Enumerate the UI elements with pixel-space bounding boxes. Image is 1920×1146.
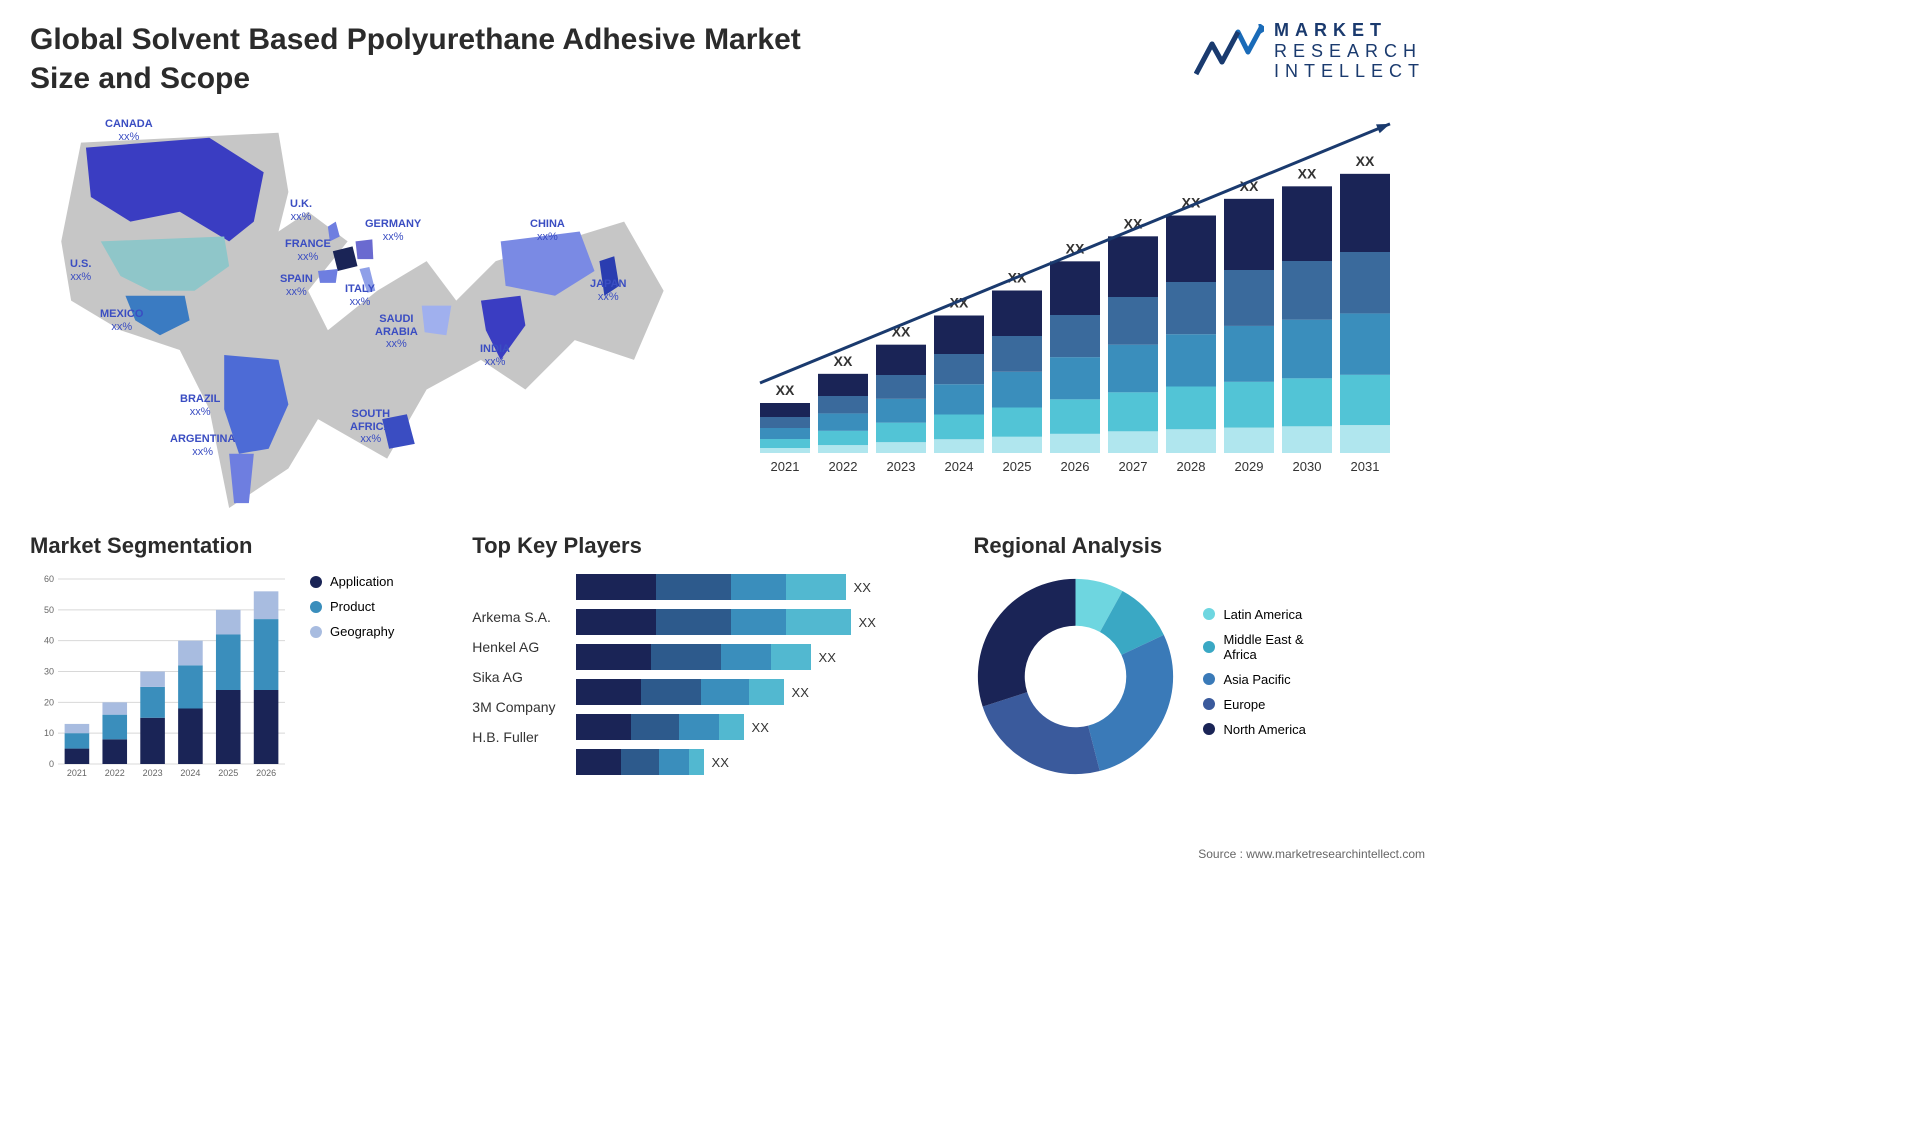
player-bar-row: XX — [576, 714, 944, 740]
source-attribution: Source : www.marketresearchintellect.com — [1198, 847, 1425, 861]
segmentation-legend: Application Product Geography — [310, 574, 394, 649]
legend-item: North America — [1203, 722, 1305, 737]
svg-text:20: 20 — [44, 697, 54, 707]
legend-item: Latin America — [1203, 607, 1305, 622]
map-label-uk: U.K.xx% — [290, 198, 312, 223]
map-label-argentina: ARGENTINAxx% — [170, 433, 235, 458]
player-label: Sika AG — [472, 669, 555, 685]
map-label-us: U.S.xx% — [70, 258, 91, 283]
players-bars-chart: XX XX XX XX XX XX — [576, 574, 944, 784]
map-label-saudiarabia: SAUDIARABIAxx% — [375, 313, 418, 351]
map-label-japan: JAPANxx% — [590, 278, 626, 303]
svg-text:XX: XX — [776, 382, 795, 398]
player-bar-row: XX — [576, 574, 944, 600]
map-label-brazil: BRAZILxx% — [180, 393, 220, 418]
svg-text:2031: 2031 — [1351, 459, 1380, 474]
svg-text:2023: 2023 — [143, 768, 163, 778]
player-label: Henkel AG — [472, 639, 555, 655]
svg-text:2025: 2025 — [218, 768, 238, 778]
regional-legend: Latin America Middle East &Africa Asia Pac… — [1203, 607, 1305, 747]
svg-text:2028: 2028 — [1177, 459, 1206, 474]
legend-item: Europe — [1203, 697, 1305, 712]
svg-text:2022: 2022 — [105, 768, 125, 778]
svg-text:2024: 2024 — [945, 459, 974, 474]
svg-text:2026: 2026 — [1061, 459, 1090, 474]
legend-item: Middle East &Africa — [1203, 632, 1305, 662]
svg-text:2027: 2027 — [1119, 459, 1148, 474]
regional-donut-chart — [973, 574, 1178, 779]
svg-text:2029: 2029 — [1235, 459, 1264, 474]
growth-bar-chart: XX2021XX2022XX2023XX2024XX2025XX2026XX20… — [725, 113, 1425, 493]
map-label-china: CHINAxx% — [530, 218, 565, 243]
player-bar-row: XX — [576, 679, 944, 705]
svg-text:50: 50 — [44, 605, 54, 615]
map-label-canada: CANADAxx% — [105, 118, 153, 143]
svg-text:2021: 2021 — [771, 459, 800, 474]
map-label-india: INDIAxx% — [480, 343, 510, 368]
page-title: Global Solvent Based Ppolyurethane Adhes… — [30, 20, 810, 98]
svg-text:2022: 2022 — [829, 459, 858, 474]
player-label: 3M Company — [472, 699, 555, 715]
svg-text:2026: 2026 — [256, 768, 276, 778]
svg-text:2023: 2023 — [887, 459, 916, 474]
svg-text:40: 40 — [44, 636, 54, 646]
logo-line3: INTELLECT — [1274, 61, 1425, 82]
svg-text:XX: XX — [1356, 153, 1375, 169]
svg-text:10: 10 — [44, 728, 54, 738]
map-label-mexico: MEXICOxx% — [100, 308, 143, 333]
legend-item: Application — [310, 574, 394, 589]
segmentation-chart: 0 10 20 30 40 50 60 2021 2022 2023 2024 2025 2026 — [30, 574, 290, 784]
map-label-southafrica: SOUTHAFRICAxx% — [350, 408, 392, 446]
svg-text:XX: XX — [1298, 165, 1317, 181]
svg-text:2024: 2024 — [180, 768, 200, 778]
segmentation-title: Market Segmentation — [30, 533, 442, 559]
svg-text:30: 30 — [44, 667, 54, 677]
svg-text:XX: XX — [834, 353, 853, 369]
map-label-spain: SPAINxx% — [280, 273, 313, 298]
player-bar-row: XX — [576, 644, 944, 670]
svg-text:2021: 2021 — [67, 768, 87, 778]
legend-item: Asia Pacific — [1203, 672, 1305, 687]
player-bar-row: XX — [576, 609, 944, 635]
svg-text:60: 60 — [44, 574, 54, 584]
player-label: Arkema S.A. — [472, 609, 555, 625]
regional-title: Regional Analysis — [973, 533, 1425, 559]
map-label-germany: GERMANYxx% — [365, 218, 421, 243]
logo-line1: MARKET — [1274, 20, 1425, 41]
player-label: H.B. Fuller — [472, 729, 555, 745]
svg-text:2030: 2030 — [1293, 459, 1322, 474]
map-label-france: FRANCExx% — [285, 238, 331, 263]
world-map: CANADAxx% U.S.xx% MEXICOxx% BRAZILxx% ARGENT… — [30, 113, 685, 508]
legend-item: Product — [310, 599, 394, 614]
map-label-italy: ITALYxx% — [345, 283, 375, 308]
legend-item: Geography — [310, 624, 394, 639]
brand-logo: MARKET RESEARCH INTELLECT — [1194, 20, 1425, 82]
players-labels: Arkema S.A. Henkel AG Sika AG 3M Company H.B… — [472, 574, 555, 784]
svg-text:2025: 2025 — [1003, 459, 1032, 474]
player-bar-row: XX — [576, 749, 944, 775]
svg-text:0: 0 — [49, 759, 54, 769]
logo-line2: RESEARCH — [1274, 41, 1425, 62]
players-title: Top Key Players — [472, 533, 943, 559]
